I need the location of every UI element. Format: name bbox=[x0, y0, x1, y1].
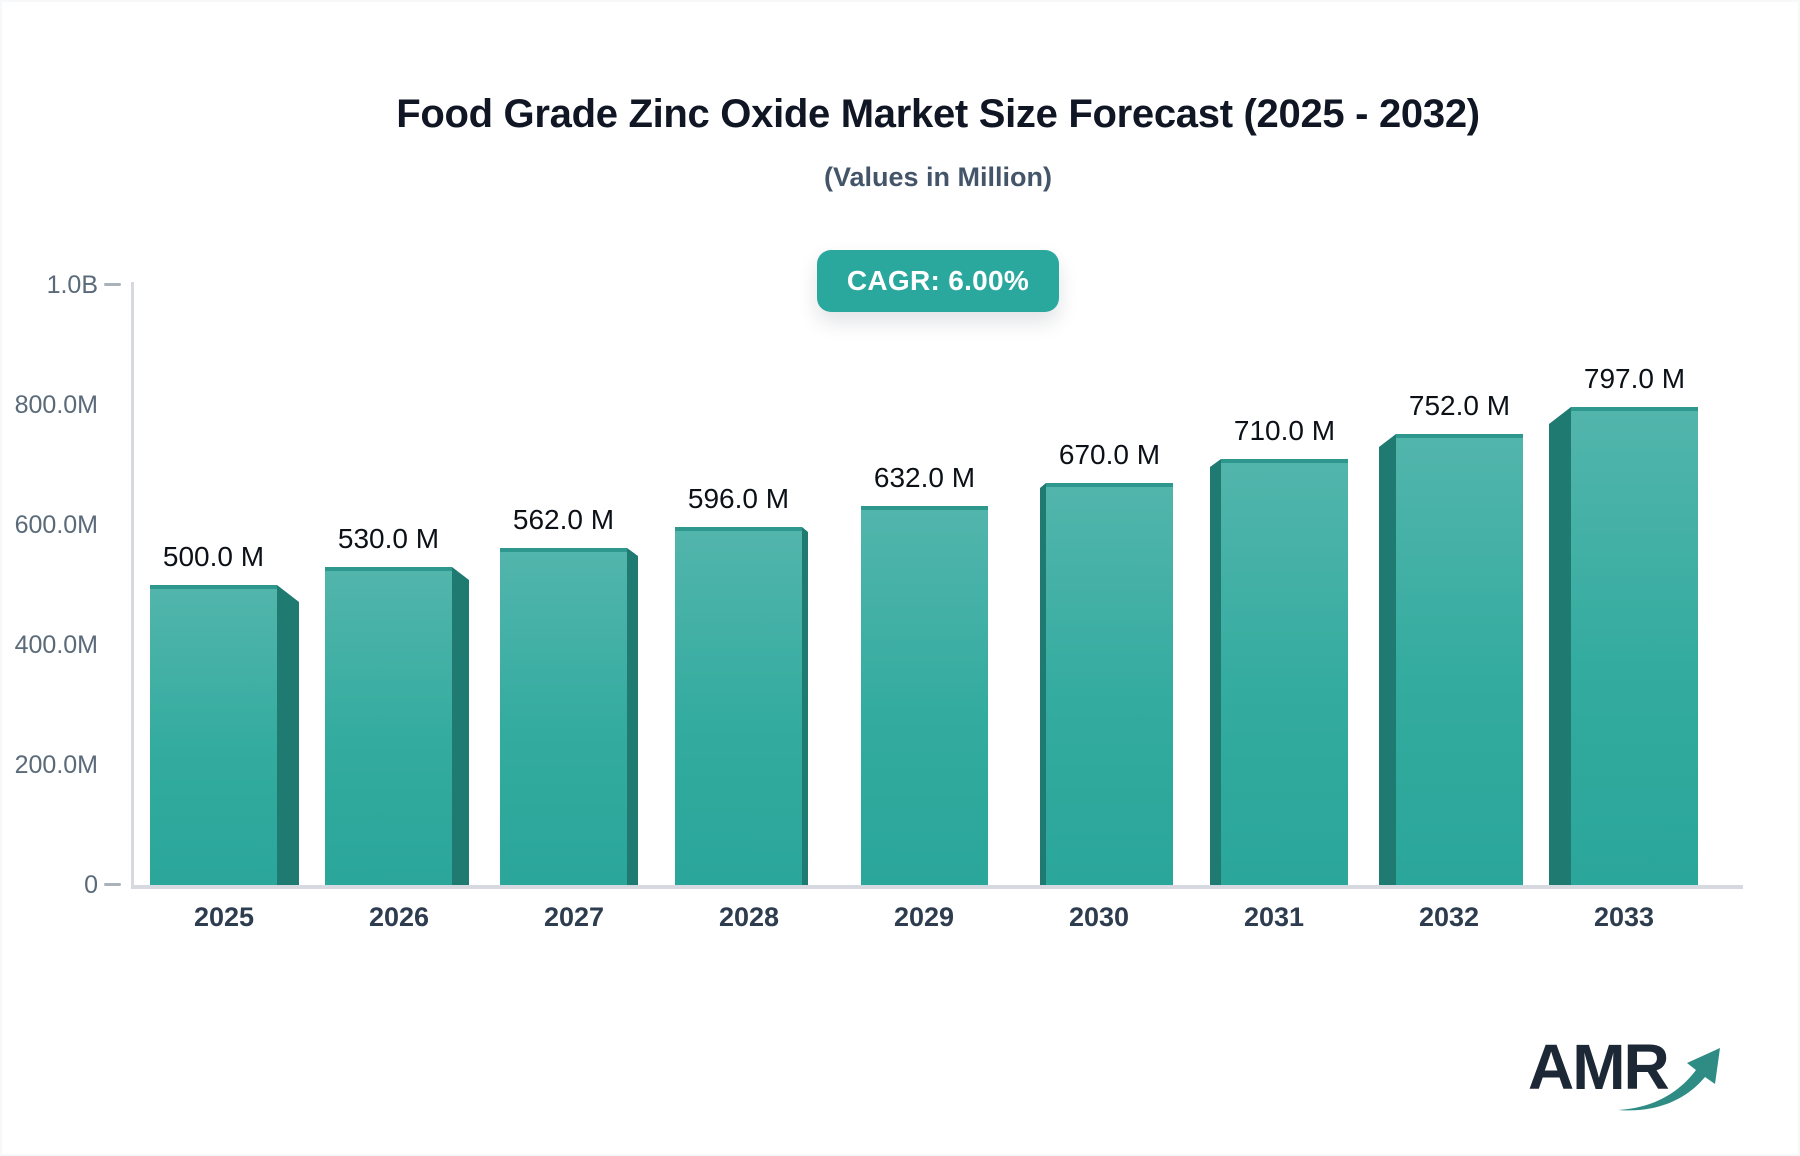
y-axis-tick-label: 0 bbox=[84, 871, 98, 899]
bar-2025-side-face bbox=[277, 585, 299, 885]
logo-growth-arrow-icon bbox=[1618, 1048, 1720, 1111]
y-axis-tick-label: 1.0B bbox=[46, 271, 98, 299]
bar-2028[interactable] bbox=[675, 527, 802, 885]
x-axis-label-2031: 2031 bbox=[1243, 902, 1305, 932]
bar-2030-side-face bbox=[1040, 483, 1046, 885]
bar-2033-side-face bbox=[1549, 407, 1571, 885]
x-axis-label-2028: 2028 bbox=[718, 902, 780, 932]
amr-logo: AMR bbox=[1528, 1028, 1728, 1118]
y-axis-line bbox=[131, 282, 134, 889]
bar-value-label-2027: 562.0 M bbox=[512, 504, 615, 535]
y-axis-tick-label: 600.0M bbox=[14, 511, 98, 539]
x-axis-label-2026: 2026 bbox=[368, 902, 430, 932]
cagr-badge-row: CAGR: 6.00% bbox=[133, 250, 1743, 312]
x-axis-label-2032: 2032 bbox=[1418, 902, 1480, 932]
y-axis-tick-label: 200.0M bbox=[14, 751, 98, 779]
y-axis-tick-mark bbox=[104, 883, 121, 886]
bar-2033[interactable] bbox=[1571, 407, 1698, 885]
y-axis-tick-mark bbox=[104, 283, 121, 286]
bar-2032[interactable] bbox=[1396, 434, 1523, 885]
bar-2029[interactable] bbox=[861, 506, 988, 885]
bar-value-label-2030: 670.0 M bbox=[1058, 439, 1161, 470]
y-axis-tick-label: 800.0M bbox=[14, 391, 98, 419]
x-axis-label-2029: 2029 bbox=[893, 902, 955, 932]
y-axis-tick-label: 400.0M bbox=[14, 631, 98, 659]
bar-2030[interactable] bbox=[1046, 483, 1173, 885]
bar-2026-side-face bbox=[452, 567, 469, 885]
bar-value-label-2031: 710.0 M bbox=[1233, 415, 1336, 446]
bar-2026[interactable] bbox=[325, 567, 452, 885]
x-axis-label-2027: 2027 bbox=[543, 902, 605, 932]
x-axis-line bbox=[131, 885, 1743, 889]
bar-2028-side-face bbox=[802, 527, 808, 885]
bar-2027-side-face bbox=[627, 548, 638, 885]
bar-value-label-2028: 596.0 M bbox=[687, 483, 790, 514]
chart-subtitle: (Values in Million) bbox=[823, 162, 1053, 192]
bar-value-label-2025: 500.0 M bbox=[162, 541, 265, 572]
bar-value-label-2033: 797.0 M bbox=[1583, 363, 1686, 394]
bar-2032-side-face bbox=[1379, 434, 1396, 885]
amr-logo-text: AMR bbox=[1528, 1031, 1670, 1103]
bar-value-label-2032: 752.0 M bbox=[1408, 390, 1511, 421]
bar-2025[interactable] bbox=[150, 585, 277, 885]
cagr-badge: CAGR: 6.00% bbox=[816, 250, 1060, 312]
bar-value-label-2026: 530.0 M bbox=[337, 523, 440, 554]
x-axis-label-2033: 2033 bbox=[1593, 902, 1655, 932]
chart-title: Food Grade Zinc Oxide Market Size Foreca… bbox=[396, 92, 1480, 136]
x-axis-label-2030: 2030 bbox=[1068, 902, 1130, 932]
bar-2031-side-face bbox=[1210, 459, 1221, 885]
bar-2027[interactable] bbox=[500, 548, 627, 885]
bar-value-label-2029: 632.0 M bbox=[873, 462, 976, 493]
bar-2031[interactable] bbox=[1221, 459, 1348, 885]
x-axis-label-2025: 2025 bbox=[193, 902, 255, 932]
